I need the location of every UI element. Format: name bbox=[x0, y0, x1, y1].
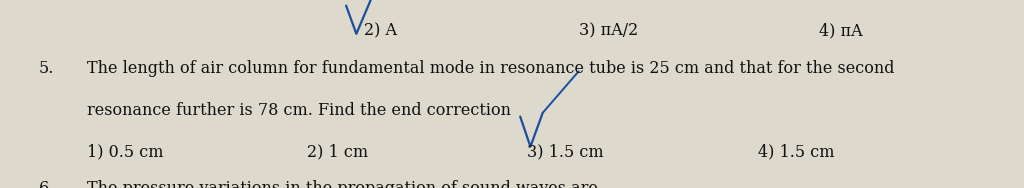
Text: The pressure variations in the propagation of sound waves are: The pressure variations in the propagati… bbox=[87, 180, 598, 188]
Text: 4) 1.5 cm: 4) 1.5 cm bbox=[758, 143, 835, 160]
Text: 2) A: 2) A bbox=[364, 23, 396, 39]
Text: 3) πA/2: 3) πA/2 bbox=[579, 23, 638, 39]
Text: 3) 1.5 cm: 3) 1.5 cm bbox=[527, 143, 604, 160]
Text: resonance further is 78 cm. Find the end correction: resonance further is 78 cm. Find the end… bbox=[87, 102, 511, 118]
Text: 4) πA: 4) πA bbox=[819, 23, 863, 39]
Text: 2) 1 cm: 2) 1 cm bbox=[307, 143, 369, 160]
Text: 5.: 5. bbox=[39, 60, 54, 77]
Text: 6.: 6. bbox=[39, 180, 54, 188]
Text: The length of air column for fundamental mode in resonance tube is 25 cm and tha: The length of air column for fundamental… bbox=[87, 60, 895, 77]
Text: 1) 0.5 cm: 1) 0.5 cm bbox=[87, 143, 164, 160]
